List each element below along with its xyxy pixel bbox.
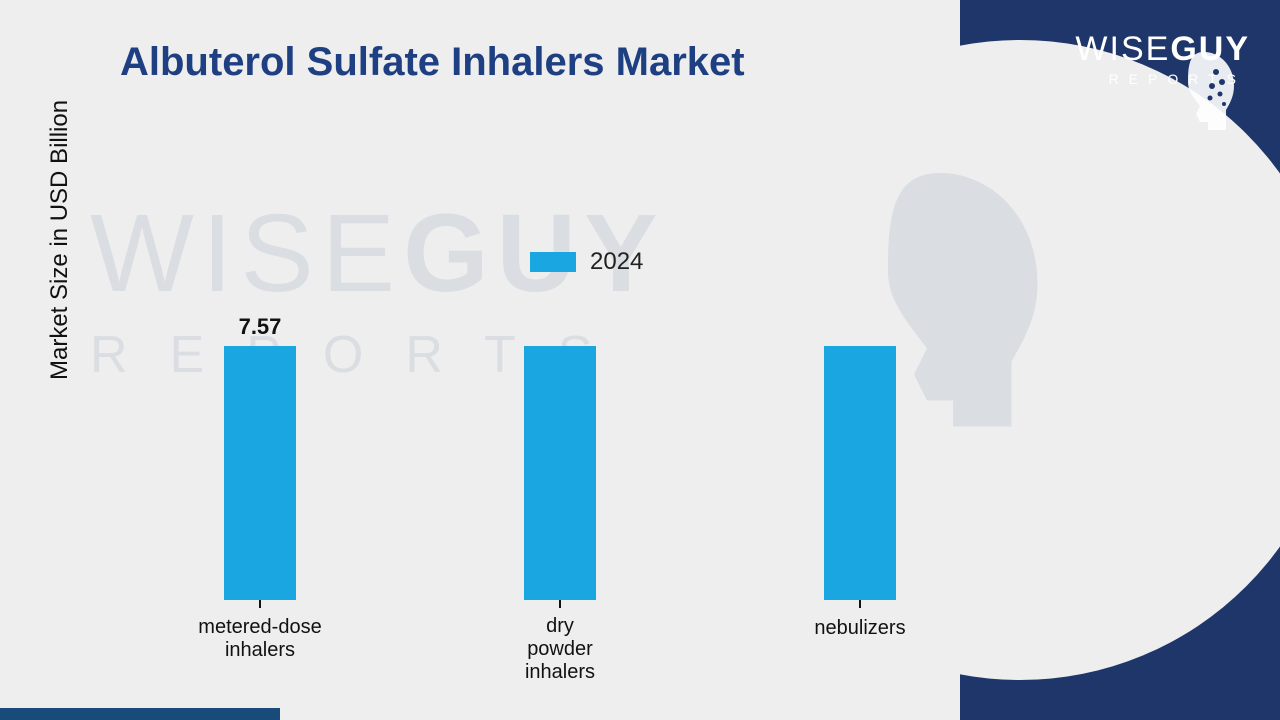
brand-head-icon: [1164, 48, 1244, 138]
x-tick-label: drypowderinhalers: [470, 615, 650, 684]
infographic-canvas: WISEGUY REPORTS WISEGUY REPORTS Albutero…: [0, 0, 1280, 720]
x-tick-mark: [859, 600, 861, 608]
bar-value-label: 7.57: [239, 314, 282, 340]
bar: [824, 346, 896, 600]
watermark-word-a: WISE: [90, 192, 403, 315]
accent-bottom-bar: [0, 708, 280, 720]
legend: 2024: [530, 248, 643, 276]
x-tick-mark: [259, 600, 261, 608]
bar-group: nebulizers: [770, 314, 950, 600]
x-tick-label: metered-doseinhalers: [170, 616, 350, 662]
legend-swatch: [530, 252, 576, 272]
chart-plot-area: 7.57metered-doseinhalers drypowderinhaler…: [130, 300, 950, 600]
y-axis-label: Market Size in USD Billion: [46, 100, 74, 380]
bar: [224, 346, 296, 600]
brand-logo-word-a: WISE: [1075, 30, 1170, 68]
x-tick-mark: [559, 600, 561, 608]
chart-title: Albuterol Sulfate Inhalers Market: [120, 40, 745, 85]
bar-group: 7.57metered-doseinhalers: [170, 314, 350, 600]
bar: [524, 346, 596, 600]
brand-logo: WISEGUY REPORTS: [1075, 30, 1250, 87]
x-tick-label: nebulizers: [770, 617, 950, 640]
bar-group: drypowderinhalers: [470, 314, 650, 600]
legend-label: 2024: [590, 248, 643, 276]
